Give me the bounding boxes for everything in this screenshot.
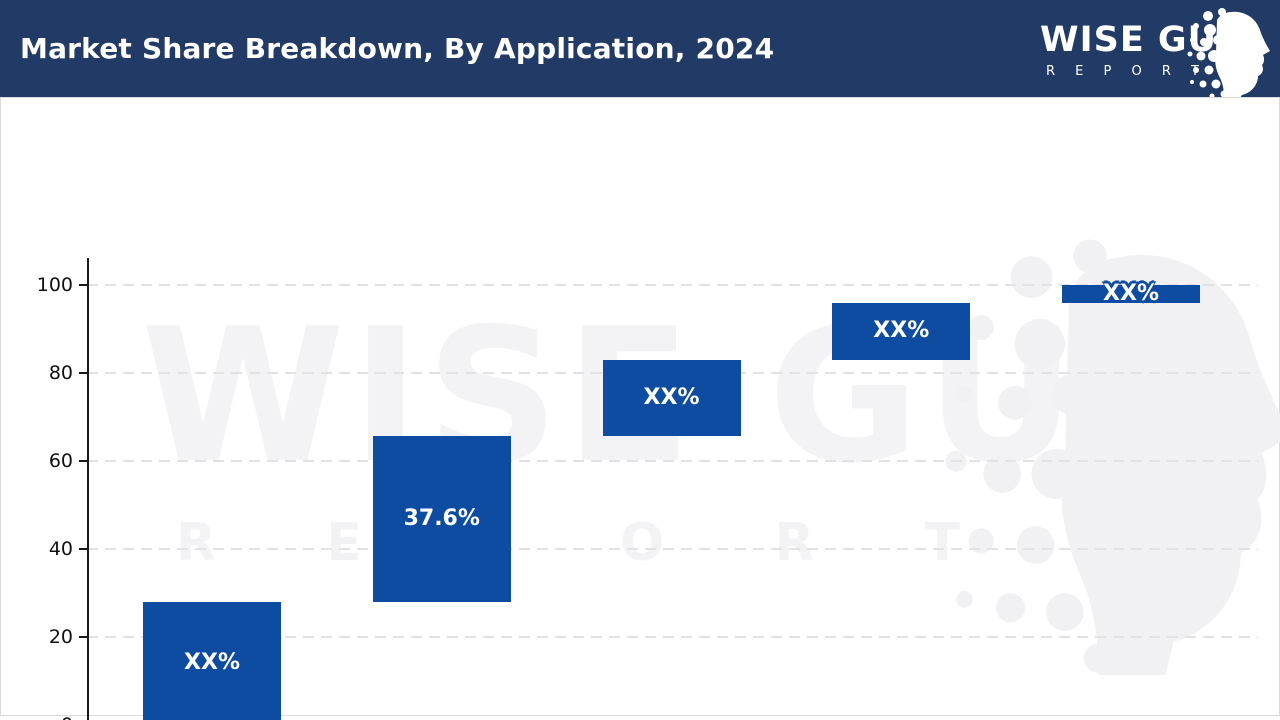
waterfall-bar: XX% — [602, 359, 741, 437]
waterfall-bar: XX% — [143, 601, 281, 720]
chart-canvas: WISE GUY R E P O R T S 020406080100XX%37… — [0, 97, 1280, 720]
y-tick-label: 60 — [48, 450, 73, 472]
y-tick — [79, 460, 87, 462]
header-bar: Market Share Breakdown, By Application, … — [0, 0, 1280, 98]
bar-value-label: XX% — [1103, 280, 1159, 306]
bar-value-label: XX% — [184, 650, 240, 676]
y-gridline — [87, 460, 1258, 462]
y-tick-label: 80 — [48, 362, 73, 384]
bar-value-label: XX% — [873, 318, 930, 344]
y-tick — [79, 284, 87, 286]
bar-value-label: 37.6% — [403, 506, 480, 532]
y-tick-label: 100 — [36, 274, 73, 296]
y-tick — [79, 548, 87, 550]
waterfall-bar: XX% — [1062, 280, 1200, 306]
y-gridline — [87, 548, 1258, 550]
y-tick — [79, 636, 87, 638]
y-tick-label: 0 — [1, 713, 73, 720]
y-axis-line — [87, 258, 89, 720]
plot-area: 020406080100XX%37.6%XX%XX%XX%Cast IronMa… — [1, 98, 1280, 720]
page-title: Market Share Breakdown, By Application, … — [20, 32, 775, 65]
wiseguy-logo: WISE GUY R E P O R T S — [1016, 4, 1270, 98]
y-tick — [79, 372, 87, 374]
y-tick-label: 40 — [48, 538, 73, 560]
y-tick-label: 20 — [48, 626, 73, 648]
y-gridline — [87, 284, 1258, 286]
waterfall-bar: XX% — [832, 302, 971, 360]
logo-head-icon — [1187, 8, 1270, 98]
logo-tagline: R E P O R T S — [1046, 64, 1236, 79]
y-gridline — [87, 636, 1258, 638]
bar-value-label: XX% — [643, 385, 700, 411]
waterfall-bar: 37.6% — [372, 436, 511, 602]
